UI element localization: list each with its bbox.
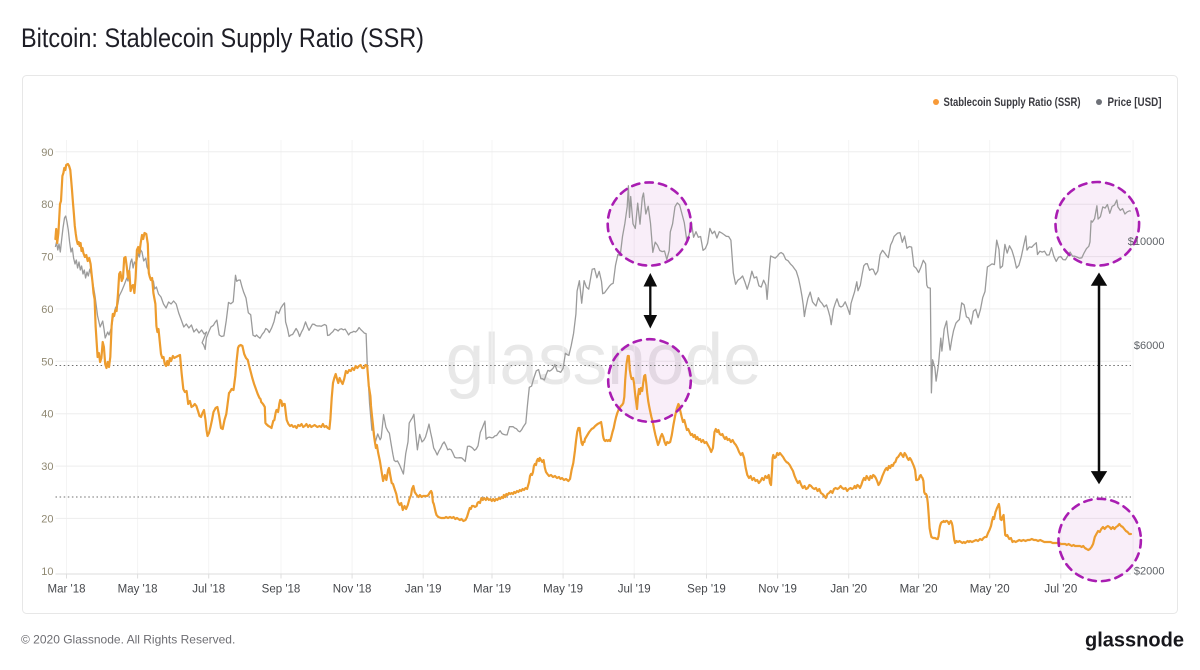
svg-text:$10000: $10000 bbox=[1128, 236, 1165, 248]
svg-text:Nov '19: Nov '19 bbox=[758, 583, 797, 595]
svg-text:Nov '18: Nov '18 bbox=[333, 583, 372, 595]
svg-text:$2000: $2000 bbox=[1134, 566, 1165, 578]
svg-text:60: 60 bbox=[41, 304, 53, 316]
svg-text:Mar '18: Mar '18 bbox=[48, 583, 86, 595]
svg-text:Jul '18: Jul '18 bbox=[192, 583, 225, 595]
svg-text:May '18: May '18 bbox=[118, 583, 158, 595]
svg-text:50: 50 bbox=[41, 356, 53, 368]
svg-text:Mar '20: Mar '20 bbox=[900, 583, 938, 595]
svg-text:May '20: May '20 bbox=[970, 583, 1010, 595]
svg-text:Sep '19: Sep '19 bbox=[687, 583, 726, 595]
svg-text:Sep '18: Sep '18 bbox=[262, 583, 301, 595]
svg-text:30: 30 bbox=[41, 461, 53, 473]
svg-text:20: 20 bbox=[41, 513, 53, 525]
svg-text:70: 70 bbox=[41, 252, 53, 264]
svg-text:Price [USD]: Price [USD] bbox=[1108, 95, 1162, 109]
svg-text:Mar '19: Mar '19 bbox=[473, 583, 511, 595]
svg-text:Jan '19: Jan '19 bbox=[405, 583, 442, 595]
svg-text:Jan '20: Jan '20 bbox=[830, 583, 867, 595]
svg-text:Jul '19: Jul '19 bbox=[618, 583, 651, 595]
svg-text:$6000: $6000 bbox=[1134, 340, 1165, 352]
svg-text:10: 10 bbox=[41, 566, 53, 578]
svg-text:May '19: May '19 bbox=[543, 583, 583, 595]
svg-text:glassnode: glassnode bbox=[1085, 629, 1184, 652]
svg-text:80: 80 bbox=[41, 199, 53, 211]
svg-text:glassnode: glassnode bbox=[446, 320, 762, 400]
svg-text:90: 90 bbox=[41, 147, 53, 159]
svg-text:Jul '20: Jul '20 bbox=[1044, 583, 1077, 595]
svg-text:Stablecoin Supply Ratio (SSR): Stablecoin Supply Ratio (SSR) bbox=[944, 95, 1081, 109]
svg-text:Bitcoin: Stablecoin Supply Rat: Bitcoin: Stablecoin Supply Ratio (SSR) bbox=[21, 23, 424, 53]
svg-text:40: 40 bbox=[41, 409, 53, 421]
svg-text:© 2020 Glassnode. All Rights R: © 2020 Glassnode. All Rights Reserved. bbox=[21, 633, 235, 647]
